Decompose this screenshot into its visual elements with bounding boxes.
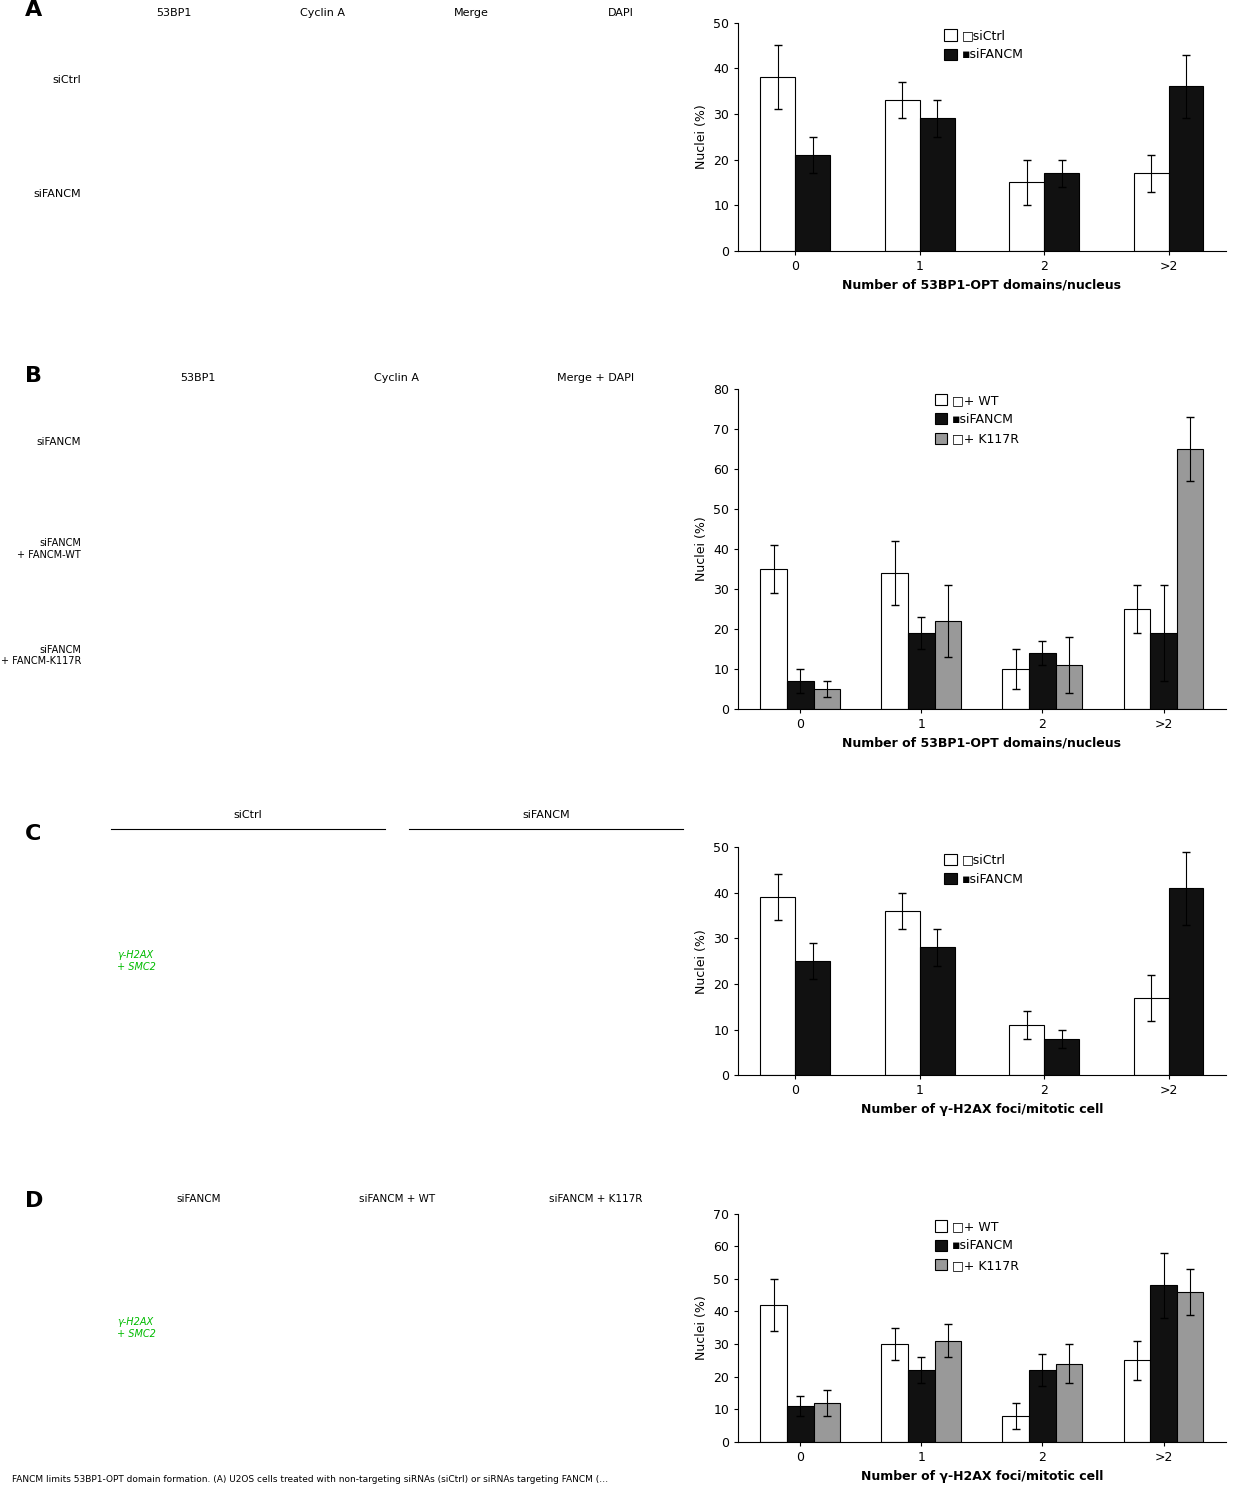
Text: γ-H2AX
+ SMC2: γ-H2AX + SMC2 (116, 951, 156, 972)
Bar (813, 689, 841, 709)
Text: D: D (25, 1191, 43, 1211)
Text: Merge + DAPI: Merge + DAPI (557, 372, 634, 383)
Bar (1003, 1416, 1029, 1442)
Bar (920, 948, 954, 1075)
Bar (920, 119, 954, 251)
Bar (1044, 173, 1080, 251)
Bar (1029, 653, 1056, 709)
Text: γ-H2AX
+ SMC2: γ-H2AX + SMC2 (116, 1317, 156, 1338)
Text: siCtrl: siCtrl (234, 810, 262, 820)
Bar (1056, 665, 1082, 709)
Bar (813, 1403, 841, 1442)
Y-axis label: Nuclei (%): Nuclei (%) (695, 928, 708, 993)
Bar (1150, 632, 1177, 709)
Y-axis label: Nuclei (%): Nuclei (%) (695, 1295, 708, 1361)
Bar (935, 1341, 961, 1442)
Text: 53BP1: 53BP1 (181, 372, 215, 383)
Text: DAPI: DAPI (608, 8, 634, 18)
Bar (1124, 1361, 1150, 1442)
Text: siFANCM + WT: siFANCM + WT (359, 1194, 435, 1205)
Bar (787, 680, 813, 709)
Bar (1124, 608, 1150, 709)
X-axis label: Number of 53BP1-OPT domains/nucleus: Number of 53BP1-OPT domains/nucleus (842, 736, 1122, 749)
X-axis label: Number of γ-H2AX foci/mitotic cell: Number of γ-H2AX foci/mitotic cell (860, 1102, 1103, 1116)
Bar (1169, 87, 1203, 251)
Bar (795, 961, 829, 1075)
Text: Cyclin A: Cyclin A (300, 8, 345, 18)
Text: FANCM limits 53BP1-OPT domain formation. (A) U2OS cells treated with non-targeti: FANCM limits 53BP1-OPT domain formation.… (12, 1475, 609, 1484)
Text: siFANCM: siFANCM (522, 810, 569, 820)
Bar (885, 910, 920, 1075)
Bar (881, 1344, 907, 1442)
Text: siCtrl: siCtrl (52, 75, 82, 84)
Legend: □siCtrl, ▪siFANCM: □siCtrl, ▪siFANCM (940, 849, 1029, 891)
Bar (1177, 1292, 1203, 1442)
Legend: □+ WT, ▪siFANCM, □+ K117R: □+ WT, ▪siFANCM, □+ K117R (930, 1215, 1024, 1277)
Bar (760, 897, 795, 1075)
Bar (881, 572, 907, 709)
Bar (760, 1305, 787, 1442)
Legend: □+ WT, ▪siFANCM, □+ K117R: □+ WT, ▪siFANCM, □+ K117R (930, 389, 1024, 451)
Bar (1009, 182, 1044, 251)
Text: siFANCM + K117R: siFANCM + K117R (548, 1194, 643, 1205)
Bar (1009, 1026, 1044, 1075)
Legend: □siCtrl, ▪siFANCM: □siCtrl, ▪siFANCM (940, 24, 1029, 66)
Text: C: C (25, 825, 41, 844)
X-axis label: Number of γ-H2AX foci/mitotic cell: Number of γ-H2AX foci/mitotic cell (860, 1469, 1103, 1482)
Text: Cyclin A: Cyclin A (374, 372, 420, 383)
Bar (1029, 1370, 1056, 1442)
Bar (1169, 888, 1203, 1075)
Bar (935, 620, 961, 709)
Bar (885, 101, 920, 251)
Bar (1134, 173, 1169, 251)
Text: Merge: Merge (454, 8, 489, 18)
Bar (1044, 1039, 1080, 1075)
Bar (1177, 449, 1203, 709)
Bar (760, 77, 795, 251)
X-axis label: Number of 53BP1-OPT domains/nucleus: Number of 53BP1-OPT domains/nucleus (842, 278, 1122, 291)
Text: B: B (25, 366, 42, 386)
Bar (1150, 1286, 1177, 1442)
Text: siFANCM
+ FANCM-K117R: siFANCM + FANCM-K117R (1, 644, 82, 667)
Bar (1134, 997, 1169, 1075)
Bar (787, 1406, 813, 1442)
Text: siFANCM: siFANCM (37, 437, 82, 448)
Bar (1003, 668, 1029, 709)
Bar (760, 569, 787, 709)
Text: A: A (25, 0, 42, 20)
Y-axis label: Nuclei (%): Nuclei (%) (695, 104, 708, 170)
Bar (907, 632, 935, 709)
Bar (1056, 1364, 1082, 1442)
Y-axis label: Nuclei (%): Nuclei (%) (695, 517, 708, 581)
Text: siFANCM
+ FANCM-WT: siFANCM + FANCM-WT (17, 538, 82, 560)
Bar (795, 155, 829, 251)
Bar (907, 1370, 935, 1442)
Text: siFANCM: siFANCM (33, 189, 82, 198)
Text: 53BP1: 53BP1 (156, 8, 191, 18)
Text: siFANCM: siFANCM (176, 1194, 220, 1205)
